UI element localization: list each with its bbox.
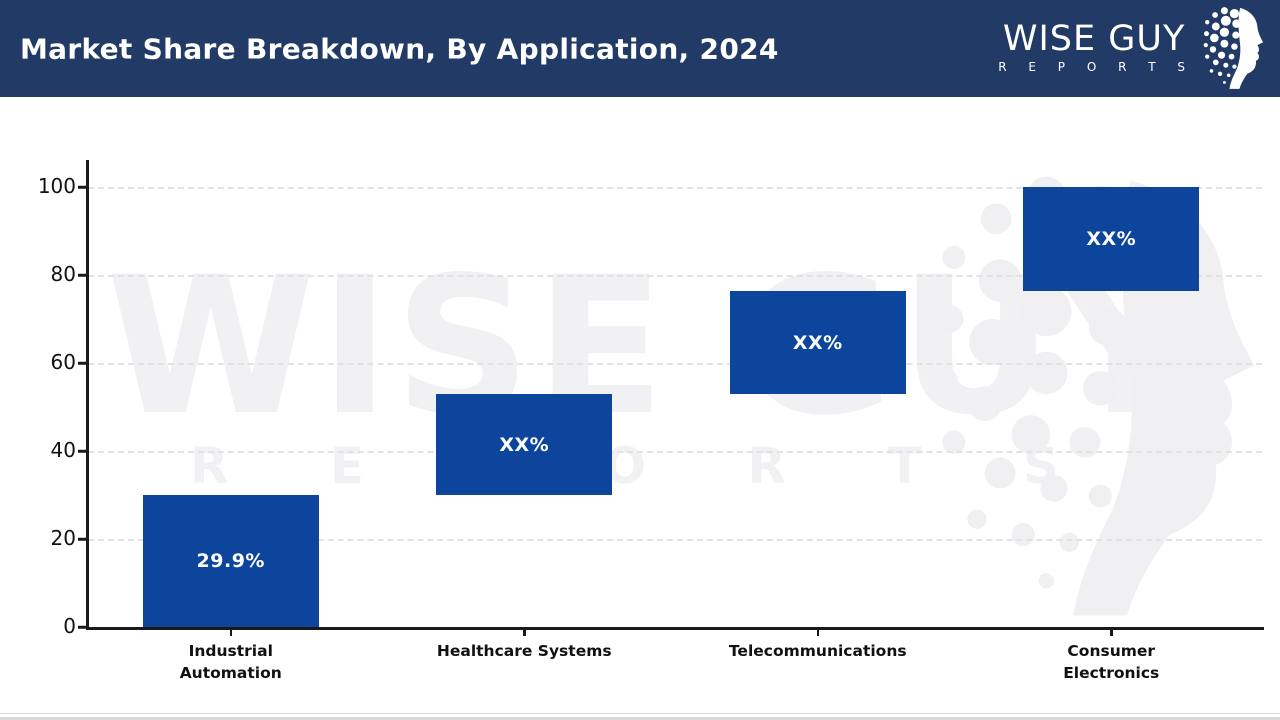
x-axis-line — [86, 627, 1264, 630]
bar-value-label: 29.9% — [196, 550, 265, 573]
bar-industrial-automation: 29.9% — [142, 495, 319, 627]
y-axis-line — [86, 160, 89, 629]
y-tick-label: 40 — [50, 438, 76, 463]
x-tick-mark — [816, 629, 819, 636]
y-tick-mark — [78, 185, 87, 189]
bar-value-label: XX% — [499, 433, 550, 456]
gridline — [88, 275, 1262, 277]
y-tick-label: 60 — [50, 350, 76, 375]
wise-guy-reports-logo: WISE GUY R E P O R T S — [994, 5, 1270, 91]
header-bar: Market Share Breakdown, By Application, … — [0, 0, 1280, 97]
x-tick-mark — [523, 629, 526, 636]
bar-healthcare-systems: XX% — [436, 394, 613, 496]
logo-text: WISE GUY R E P O R T S — [994, 19, 1194, 75]
bar-telecommunications: XX% — [729, 290, 906, 395]
x-tick-mark — [1110, 629, 1113, 636]
x-tick-label: Industrial Automation — [179, 642, 282, 682]
gridline — [88, 451, 1262, 453]
y-tick-label: 20 — [50, 526, 76, 551]
logo-subtitle: R E P O R T S — [998, 60, 1194, 74]
footer-bottom-edge — [0, 717, 1280, 720]
y-tick-label: 100 — [37, 174, 76, 199]
y-tick-mark — [78, 449, 87, 453]
x-tick-mark — [229, 629, 232, 636]
y-tick-label: 0 — [63, 614, 76, 639]
x-tick-label: Telecommunications — [728, 642, 907, 660]
watermark-subtitle: R E P O R T S — [190, 437, 1101, 495]
gridline — [88, 363, 1262, 365]
x-tick-label: Consumer Electronics — [1063, 642, 1160, 682]
gridline — [88, 187, 1262, 189]
y-tick-mark — [78, 625, 87, 629]
watermark: WISE GUY R E P O R T S — [0, 97, 1280, 720]
x-tick-label: Healthcare Systems — [436, 642, 612, 660]
bar-value-label: XX% — [1086, 227, 1137, 250]
footer-divider — [0, 713, 1280, 714]
logo-dot-head-icon — [1196, 5, 1270, 91]
y-tick-mark — [78, 537, 87, 541]
bar-consumer-electronics: XX% — [1023, 187, 1200, 291]
gridline — [88, 539, 1262, 541]
bar-value-label: XX% — [792, 331, 843, 354]
logo-wordmark: WISE GUY — [1002, 19, 1186, 59]
y-tick-mark — [78, 361, 87, 365]
y-tick-label: 80 — [50, 262, 76, 287]
chart-title: Market Share Breakdown, By Application, … — [20, 32, 779, 65]
y-tick-mark — [78, 273, 87, 277]
